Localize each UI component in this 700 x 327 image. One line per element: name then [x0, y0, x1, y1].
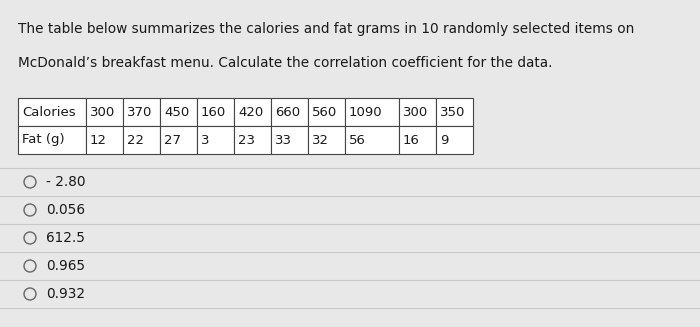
Bar — [271, 126, 308, 154]
Bar — [271, 98, 308, 126]
Text: 300: 300 — [90, 106, 116, 118]
Bar — [399, 126, 436, 154]
Text: 1090: 1090 — [349, 106, 383, 118]
Text: 12: 12 — [90, 133, 107, 146]
Text: 32: 32 — [312, 133, 329, 146]
Text: 0.932: 0.932 — [46, 287, 85, 301]
Bar — [86, 98, 123, 126]
Text: 9: 9 — [440, 133, 449, 146]
Text: 0.056: 0.056 — [46, 203, 85, 217]
Bar — [197, 98, 234, 126]
Text: 56: 56 — [349, 133, 366, 146]
Text: - 2.80: - 2.80 — [46, 175, 85, 189]
Text: 160: 160 — [201, 106, 226, 118]
Bar — [345, 98, 399, 126]
Bar — [308, 126, 345, 154]
Text: 560: 560 — [312, 106, 337, 118]
Bar — [197, 126, 234, 154]
Text: 16: 16 — [403, 133, 420, 146]
Bar — [436, 98, 473, 126]
Text: 23: 23 — [238, 133, 255, 146]
Bar — [86, 126, 123, 154]
Bar — [436, 126, 473, 154]
Text: Fat (g): Fat (g) — [22, 133, 64, 146]
Text: The table below summarizes the calories and fat grams in 10 randomly selected it: The table below summarizes the calories … — [18, 22, 634, 36]
Bar — [18, 98, 86, 126]
Bar — [123, 126, 160, 154]
Text: McDonald’s breakfast menu. Calculate the correlation coefficient for the data.: McDonald’s breakfast menu. Calculate the… — [18, 56, 552, 70]
Bar — [399, 98, 436, 126]
Bar — [18, 126, 86, 154]
Text: 0.965: 0.965 — [46, 259, 85, 273]
Text: 27: 27 — [164, 133, 181, 146]
Text: 420: 420 — [238, 106, 263, 118]
Text: 450: 450 — [164, 106, 189, 118]
Bar — [123, 98, 160, 126]
Bar — [234, 98, 271, 126]
Text: 22: 22 — [127, 133, 144, 146]
Bar — [160, 98, 197, 126]
Bar — [345, 126, 399, 154]
Text: 370: 370 — [127, 106, 153, 118]
Bar — [308, 98, 345, 126]
Bar — [234, 126, 271, 154]
Text: 350: 350 — [440, 106, 466, 118]
Text: 612.5: 612.5 — [46, 231, 85, 245]
Text: 3: 3 — [201, 133, 209, 146]
Text: 33: 33 — [275, 133, 292, 146]
Text: Calories: Calories — [22, 106, 76, 118]
Text: 300: 300 — [403, 106, 428, 118]
Text: 660: 660 — [275, 106, 300, 118]
Bar — [160, 126, 197, 154]
